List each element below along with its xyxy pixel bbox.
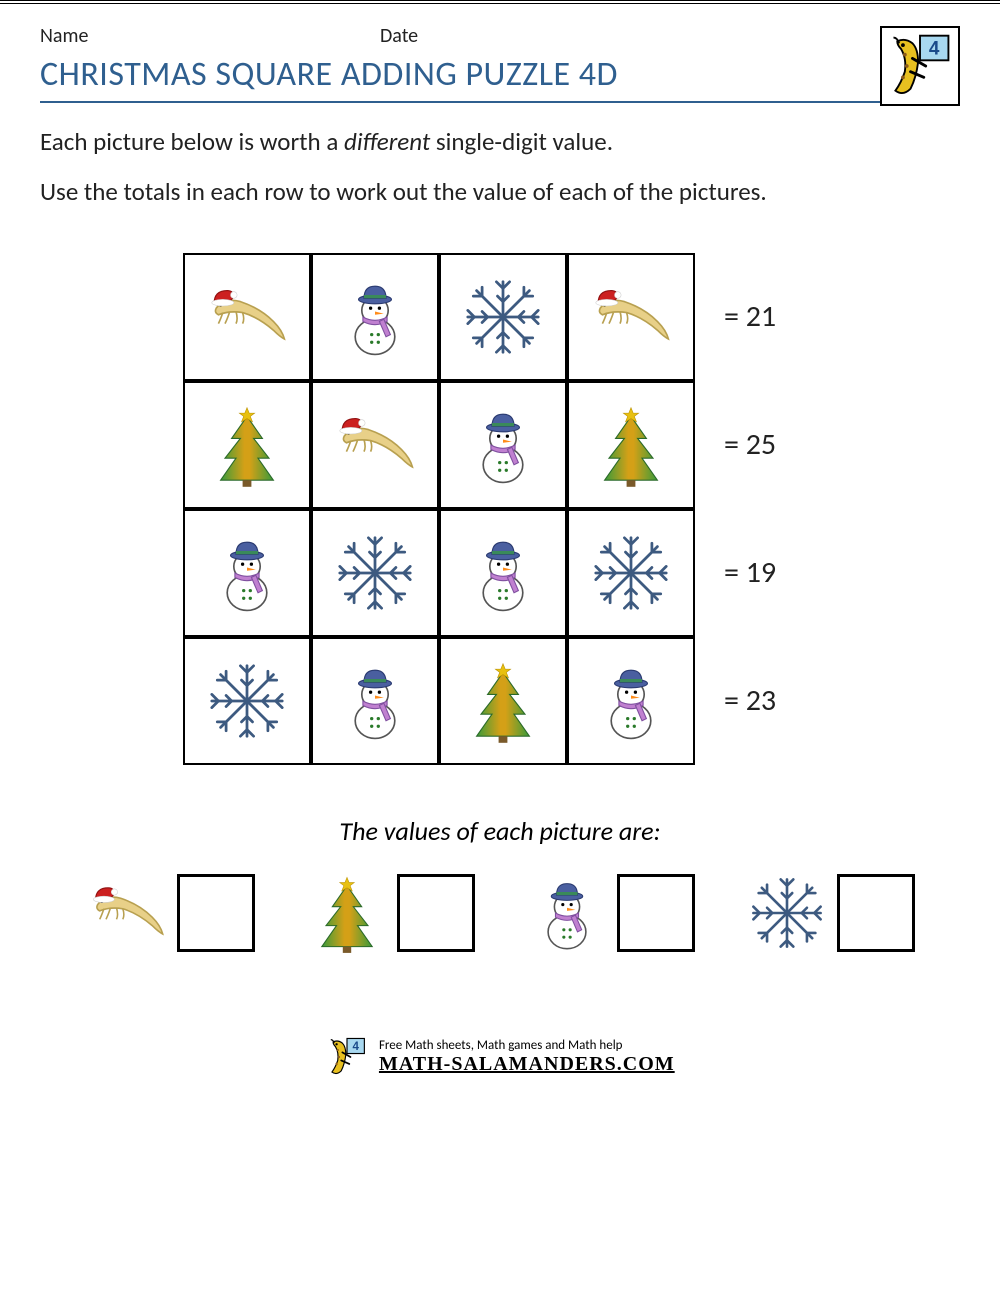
footer-logo-icon [325,1035,369,1079]
snowflake-icon [459,273,547,361]
snowman-icon [331,657,419,745]
answer-item [745,871,915,955]
snowman-icon [525,871,609,955]
title-rule [40,101,960,103]
grid-cell [183,253,311,381]
salamander-logo-icon [884,30,956,102]
snowman-icon [459,401,547,489]
answers-title: The values of each picture are: [40,815,960,847]
footer-brand: MATH-SALAMANDERS.COM [379,1053,675,1075]
grid-cell [567,381,695,509]
grade-logo [880,26,960,106]
answer-box[interactable] [617,874,695,952]
puzzle-grid: = 21 = 25 = 19 = 23 [184,253,816,765]
footer: Free Math sheets, Math games and Math he… [40,1015,960,1079]
grid-cell [311,509,439,637]
snowman-icon [459,529,547,617]
grid-cell [183,637,311,765]
snowflake-icon [587,529,675,617]
row-total: = 21 [696,298,816,335]
date-label: Date [380,24,418,48]
grid-cell [439,637,567,765]
snowflake-icon [745,871,829,955]
grid-cell [311,381,439,509]
answer-item [305,871,475,955]
grid-cell [183,509,311,637]
answer-item [525,871,695,955]
row-total: = 19 [696,554,816,591]
instr1-post: single-digit value. [430,126,613,157]
answer-box[interactable] [177,874,255,952]
grid-cell [439,253,567,381]
answers-row [40,871,960,955]
page-title: CHRISTMAS SQUARE ADDING PUZZLE 4D [40,54,960,95]
instruction-line-2: Use the totals in each row to work out t… [40,175,960,209]
grid-cell [439,381,567,509]
grid-cell [311,637,439,765]
answer-item [85,871,255,955]
grid-cell [439,509,567,637]
footer-tagline: Free Math sheets, Math games and Math he… [379,1038,623,1053]
answer-box[interactable] [837,874,915,952]
grid-cell [567,637,695,765]
footer-text: Free Math sheets, Math games and Math he… [379,1038,675,1076]
snowman-icon [203,529,291,617]
grid-cell [567,253,695,381]
salamander-icon [85,871,169,955]
row-total: = 25 [696,426,816,463]
snowflake-icon [203,657,291,745]
grid-cell [567,509,695,637]
tree-icon [203,401,291,489]
header-row: Name Date [40,24,960,48]
instr1-em: different [344,126,430,157]
tree-icon [587,401,675,489]
worksheet-page: Name Date CHRISTMAS SQUARE ADDING PUZZLE… [0,0,1000,1109]
tree-icon [305,871,389,955]
puzzle-grid-wrap: = 21 = 25 = 19 = 23 [40,253,960,765]
salamander-icon [587,273,675,361]
answer-box[interactable] [397,874,475,952]
instruction-line-1: Each picture below is worth a different … [40,125,960,159]
name-label: Name [40,24,380,48]
salamander-icon [203,273,291,361]
snowman-icon [331,273,419,361]
snowman-icon [587,657,675,745]
salamander-icon [331,401,419,489]
tree-icon [459,657,547,745]
grid-cell [311,253,439,381]
instr1-pre: Each picture below is worth a [40,126,344,157]
snowflake-icon [331,529,419,617]
row-total: = 23 [696,682,816,719]
grid-cell [183,381,311,509]
